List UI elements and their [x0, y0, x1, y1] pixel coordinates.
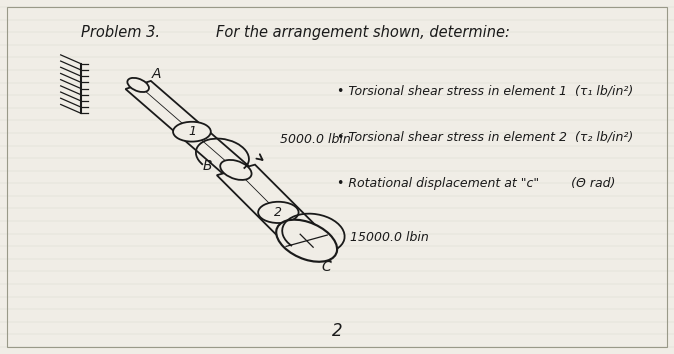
- Ellipse shape: [127, 78, 149, 92]
- Text: 2: 2: [332, 322, 342, 340]
- Ellipse shape: [276, 220, 337, 262]
- Text: Problem 3.: Problem 3.: [81, 25, 160, 40]
- Polygon shape: [125, 81, 249, 174]
- Text: • Rotational displacement at "c"        (Θ rad): • Rotational displacement at "c" (Θ rad): [337, 177, 615, 190]
- Polygon shape: [217, 165, 326, 246]
- Text: • Torsional shear stress in element 1  (τ₁ lb/in²): • Torsional shear stress in element 1 (τ…: [337, 85, 634, 98]
- Text: C: C: [321, 260, 331, 274]
- Text: B: B: [203, 159, 212, 173]
- Text: For the arrangement shown, determine:: For the arrangement shown, determine:: [216, 25, 510, 40]
- Text: 5000.0 lbin: 5000.0 lbin: [280, 133, 350, 146]
- Circle shape: [258, 202, 299, 223]
- Ellipse shape: [220, 160, 251, 180]
- Text: • Torsional shear stress in element 2  (τ₂ lb/in²): • Torsional shear stress in element 2 (τ…: [337, 131, 634, 144]
- Text: 1: 1: [188, 125, 196, 138]
- Text: 2: 2: [274, 206, 282, 219]
- Circle shape: [173, 122, 211, 142]
- Text: 15000.0 lbin: 15000.0 lbin: [350, 231, 429, 244]
- Text: A: A: [152, 67, 161, 81]
